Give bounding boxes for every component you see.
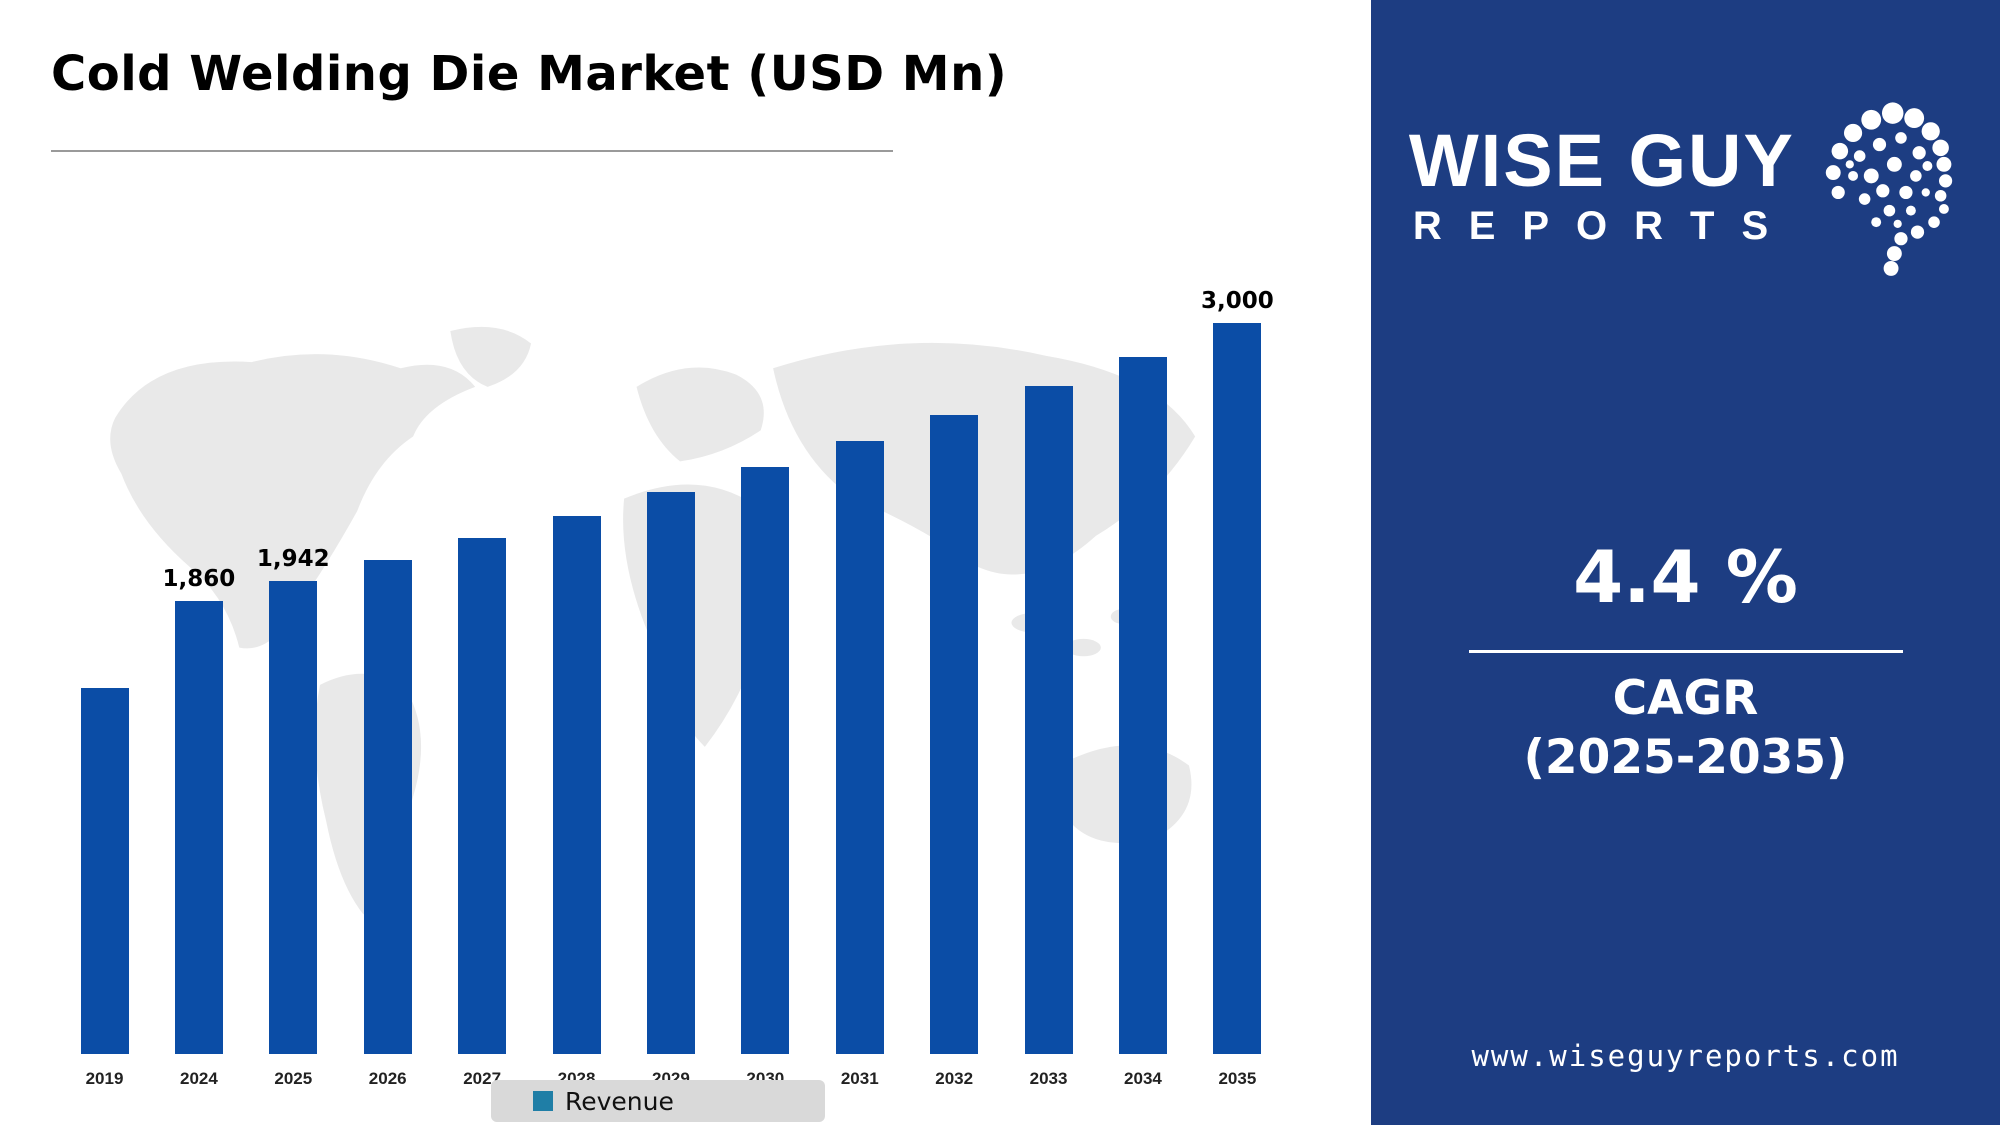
logo-text-reports: REPORTS [1412, 204, 1796, 248]
x-axis-label: 2026 [368, 1069, 407, 1088]
bar-column-2025: 1,942 2025 [249, 265, 338, 1093]
bar-column-2031: 2031 [815, 265, 904, 1093]
revenue-bar [835, 441, 884, 1054]
revenue-bar [741, 467, 790, 1054]
bar-column-2034: 2034 [1098, 265, 1187, 1093]
dotted-head-icon [1825, 102, 1953, 276]
bar-value-label: 1,860 [162, 566, 236, 592]
bar-column-2029: 2029 [626, 265, 715, 1093]
revenue-bar [174, 601, 223, 1054]
x-axis-label: 2035 [1218, 1069, 1257, 1088]
bar-column-2030: 2030 [721, 265, 810, 1093]
brand-panel: WISE GUY REPORTS 4.4 % CAGR (20 [1371, 0, 2000, 1125]
legend-swatch-revenue [533, 1091, 553, 1111]
revenue-bar [1118, 357, 1167, 1054]
x-axis-label: 2024 [179, 1069, 218, 1088]
legend: Revenue [491, 1080, 825, 1122]
bar-chart: 2019 1,860 2024 1,942 2025 2026 2027 2028 2029 20… [60, 265, 1282, 1093]
revenue-bar [80, 688, 129, 1054]
revenue-bar [269, 581, 318, 1054]
title-underline [51, 150, 893, 152]
revenue-bar [363, 560, 412, 1054]
bar-column-2035: 3,000 2035 [1193, 265, 1282, 1093]
legend-label-revenue: Revenue [565, 1086, 674, 1116]
chart-panel: Cold Welding Die Market (USD Mn) 2019 1,8… [51, 46, 1282, 1122]
x-axis-label: 2031 [840, 1069, 879, 1088]
logo-text-wise-guy: WISE GUY [1408, 119, 1795, 202]
website-url: www.wiseguyreports.com [1471, 1039, 1900, 1073]
cagr-label: CAGR (2025-2035) [1371, 670, 2000, 788]
x-axis-label: 2019 [85, 1069, 124, 1088]
bar-value-label: 1,942 [256, 546, 330, 572]
revenue-bar [1024, 386, 1073, 1054]
revenue-bar [930, 415, 979, 1054]
bar-column-2027: 2027 [438, 265, 527, 1093]
divider-line [1469, 650, 1903, 653]
x-axis-label: 2034 [1124, 1069, 1162, 1088]
bar-column-2032: 2032 [910, 265, 999, 1093]
bar-column-2033: 2033 [1004, 265, 1093, 1093]
x-axis-label: 2032 [935, 1069, 974, 1088]
revenue-bar [646, 492, 695, 1054]
bar-column-2024: 1,860 2024 [154, 265, 243, 1093]
x-axis-label: 2025 [274, 1069, 313, 1088]
wise-guy-reports-logo: WISE GUY REPORTS [1371, 90, 2000, 280]
cagr-text: CAGR [1612, 671, 1759, 726]
bar-column-2019: 2019 [60, 265, 149, 1093]
chart-title: Cold Welding Die Market (USD Mn) [51, 46, 1008, 102]
bar-value-label: 3,000 [1200, 288, 1274, 314]
revenue-bar [1213, 323, 1262, 1054]
bar-column-2026: 2026 [343, 265, 432, 1093]
cagr-period: (2025-2035) [1523, 729, 1848, 785]
cagr-value: 4.4 % [1573, 535, 1798, 619]
bar-column-2028: 2028 [532, 265, 621, 1093]
revenue-bar [552, 516, 601, 1054]
revenue-bar [458, 538, 507, 1054]
logo-text: WISE GUY REPORTS [1408, 119, 1796, 248]
x-axis-label: 2033 [1029, 1069, 1068, 1088]
